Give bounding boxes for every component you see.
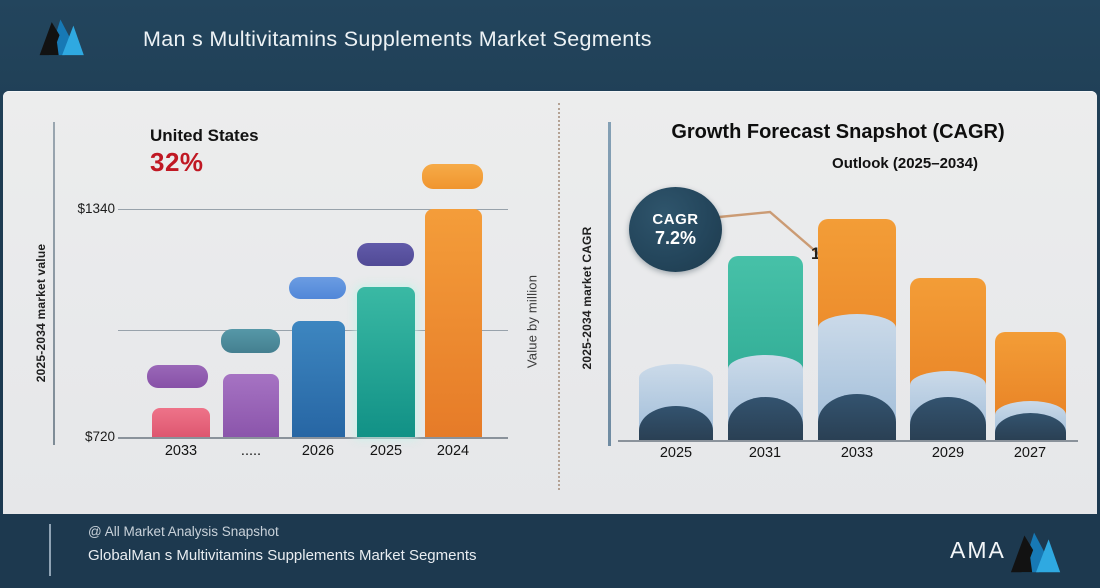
- gridline: [118, 209, 508, 210]
- left-chart-panel: 2025-2034 market value United States 32%…: [3, 91, 559, 514]
- left-plot-area: 2033..... 2026 2025 2024: [3, 91, 559, 514]
- footer-brand-text: AMA: [950, 537, 1006, 563]
- left-chart-region-label: United States: [150, 126, 259, 145]
- footer-bar: @ All Market Analysis Snapshot GlobalMan…: [0, 514, 1100, 588]
- y-tick-720: $720: [84, 429, 115, 444]
- ama-logo-icon: [1010, 532, 1061, 573]
- bar-segment-main: [223, 373, 279, 437]
- left-x-axis-line: [118, 437, 508, 439]
- bar-segment-main: [152, 407, 210, 437]
- bar-floating-cap: [221, 328, 280, 354]
- bar-segment-main: [425, 209, 482, 437]
- category-label: 2033: [164, 443, 198, 459]
- header-bar: Man s Multivitamins Supplements Market S…: [0, 0, 1100, 91]
- category-label: .....: [240, 443, 262, 459]
- panel-divider: [558, 103, 560, 490]
- left-chart-highlight-value: 32%: [150, 147, 204, 177]
- right-chart-panel: [559, 91, 1097, 514]
- bar-floating-cap: [357, 242, 414, 266]
- category-label: 2025: [369, 443, 403, 459]
- category-label: 2026: [301, 443, 335, 459]
- bar-floating-cap: [289, 277, 346, 300]
- bar-floating-cap: [147, 364, 208, 389]
- footer-caption-text: GlobalMan s Multivitamins Supplements Ma…: [88, 547, 477, 564]
- y-tick-1340: $1340: [77, 201, 115, 216]
- bar-segment-main: [357, 287, 415, 437]
- page-title: Man s Multivitamins Supplements Market S…: [143, 27, 652, 51]
- category-label: 2024: [436, 443, 470, 459]
- ama-logo-icon: [39, 19, 84, 56]
- bar-floating-cap: [422, 164, 483, 190]
- bar-segment-main: [292, 321, 345, 437]
- content-card: 2025-2034 market value United States 32%…: [3, 91, 1097, 514]
- footer-credit-text: @ All Market Analysis Snapshot: [88, 524, 279, 539]
- left-y-axis-line: [53, 122, 55, 445]
- footer-divider-line: [49, 524, 51, 576]
